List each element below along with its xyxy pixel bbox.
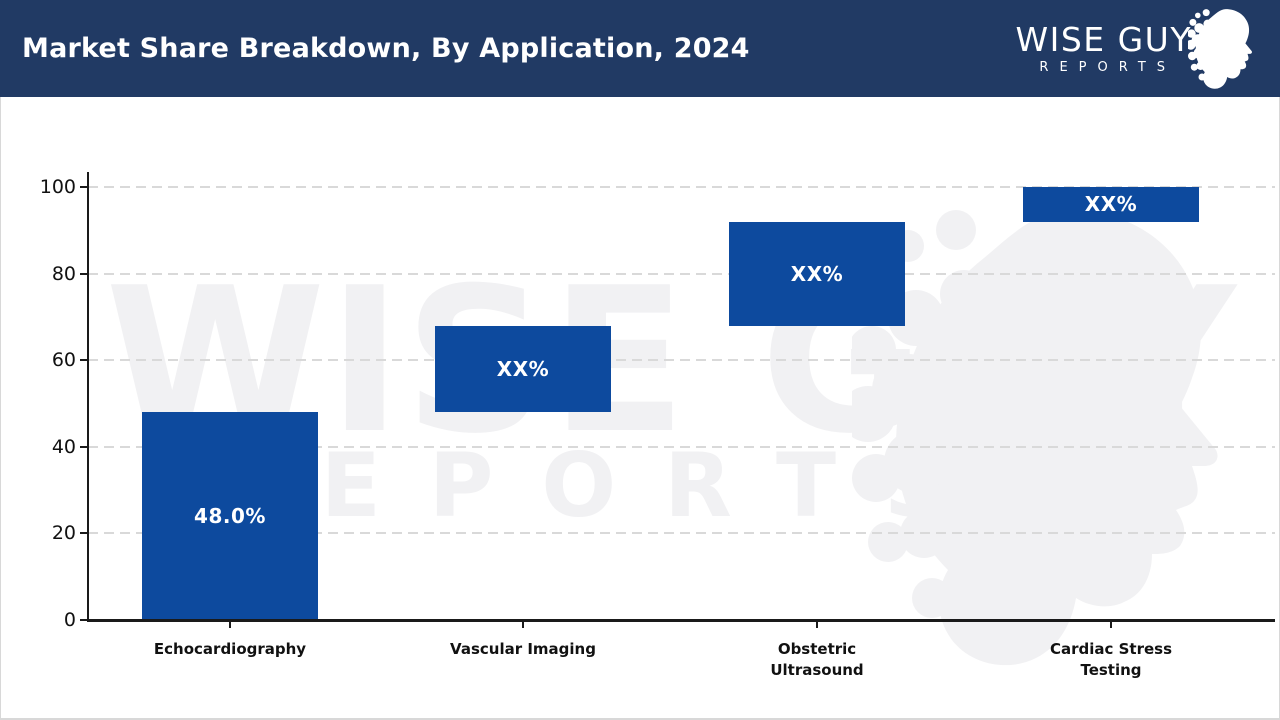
x-axis-category-label: Obstetric Ultrasound xyxy=(770,640,864,679)
logo-wordmark-block: WISE GUY REPORTS xyxy=(1015,23,1192,74)
bar-echocardiography: 48.0% xyxy=(142,412,318,620)
gridline-20 xyxy=(88,532,1275,535)
watermark-subtitle: REPORTS xyxy=(205,434,996,537)
logo-wordmark: WISE GUY xyxy=(1015,20,1192,59)
x-axis-tick xyxy=(522,621,524,628)
header: Market Share Breakdown, By Application, … xyxy=(0,0,1280,97)
y-axis-tick xyxy=(80,532,88,535)
y-axis-tick-label: 100 xyxy=(39,176,76,198)
y-axis-tick xyxy=(80,359,88,362)
x-axis-category-label: Vascular Imaging xyxy=(450,640,596,658)
y-axis-tick xyxy=(80,619,88,621)
y-axis-tick xyxy=(80,272,88,275)
gridline-100 xyxy=(88,186,1275,188)
y-axis-tick-label: 20 xyxy=(51,522,76,545)
bar-vascular-imaging: XX% xyxy=(435,325,611,413)
y-axis-tick-label: 40 xyxy=(51,435,76,458)
y-axis-tick xyxy=(80,445,88,448)
y-axis-tick-label: 80 xyxy=(51,262,76,285)
bar-cardiac-stress-testing: XX% xyxy=(1023,187,1199,222)
bar-value-label: 48.0% xyxy=(194,504,266,529)
page-title: Market Share Breakdown, By Application, … xyxy=(22,33,750,64)
x-axis-tick xyxy=(816,621,818,628)
y-axis-tick-label: 0 xyxy=(63,609,76,631)
y-axis-tick-label: 60 xyxy=(51,349,76,372)
wise-guy-logo: WISE GUY REPORTS xyxy=(1015,7,1258,91)
x-axis-tick xyxy=(1110,621,1112,628)
bar-obstetric-ultrasound: XX% xyxy=(729,221,905,326)
x-axis-tick xyxy=(229,621,231,628)
logo-face-icon xyxy=(1188,8,1252,89)
gridline-80 xyxy=(88,272,1275,275)
bar-value-label: XX% xyxy=(1084,192,1138,217)
bar-value-label: XX% xyxy=(496,356,550,381)
x-axis-category-label: Echocardiography xyxy=(153,640,307,658)
x-axis-line xyxy=(87,619,1275,622)
bar-value-label: XX% xyxy=(790,261,844,286)
x-axis-category-label: Cardiac Stress Testing xyxy=(1049,640,1173,679)
logo-subtitle: REPORTS xyxy=(1039,60,1177,75)
gridline-60 xyxy=(88,359,1275,362)
y-axis-tick xyxy=(80,186,88,188)
gridline-40 xyxy=(88,445,1275,448)
y-axis-line xyxy=(87,172,89,622)
